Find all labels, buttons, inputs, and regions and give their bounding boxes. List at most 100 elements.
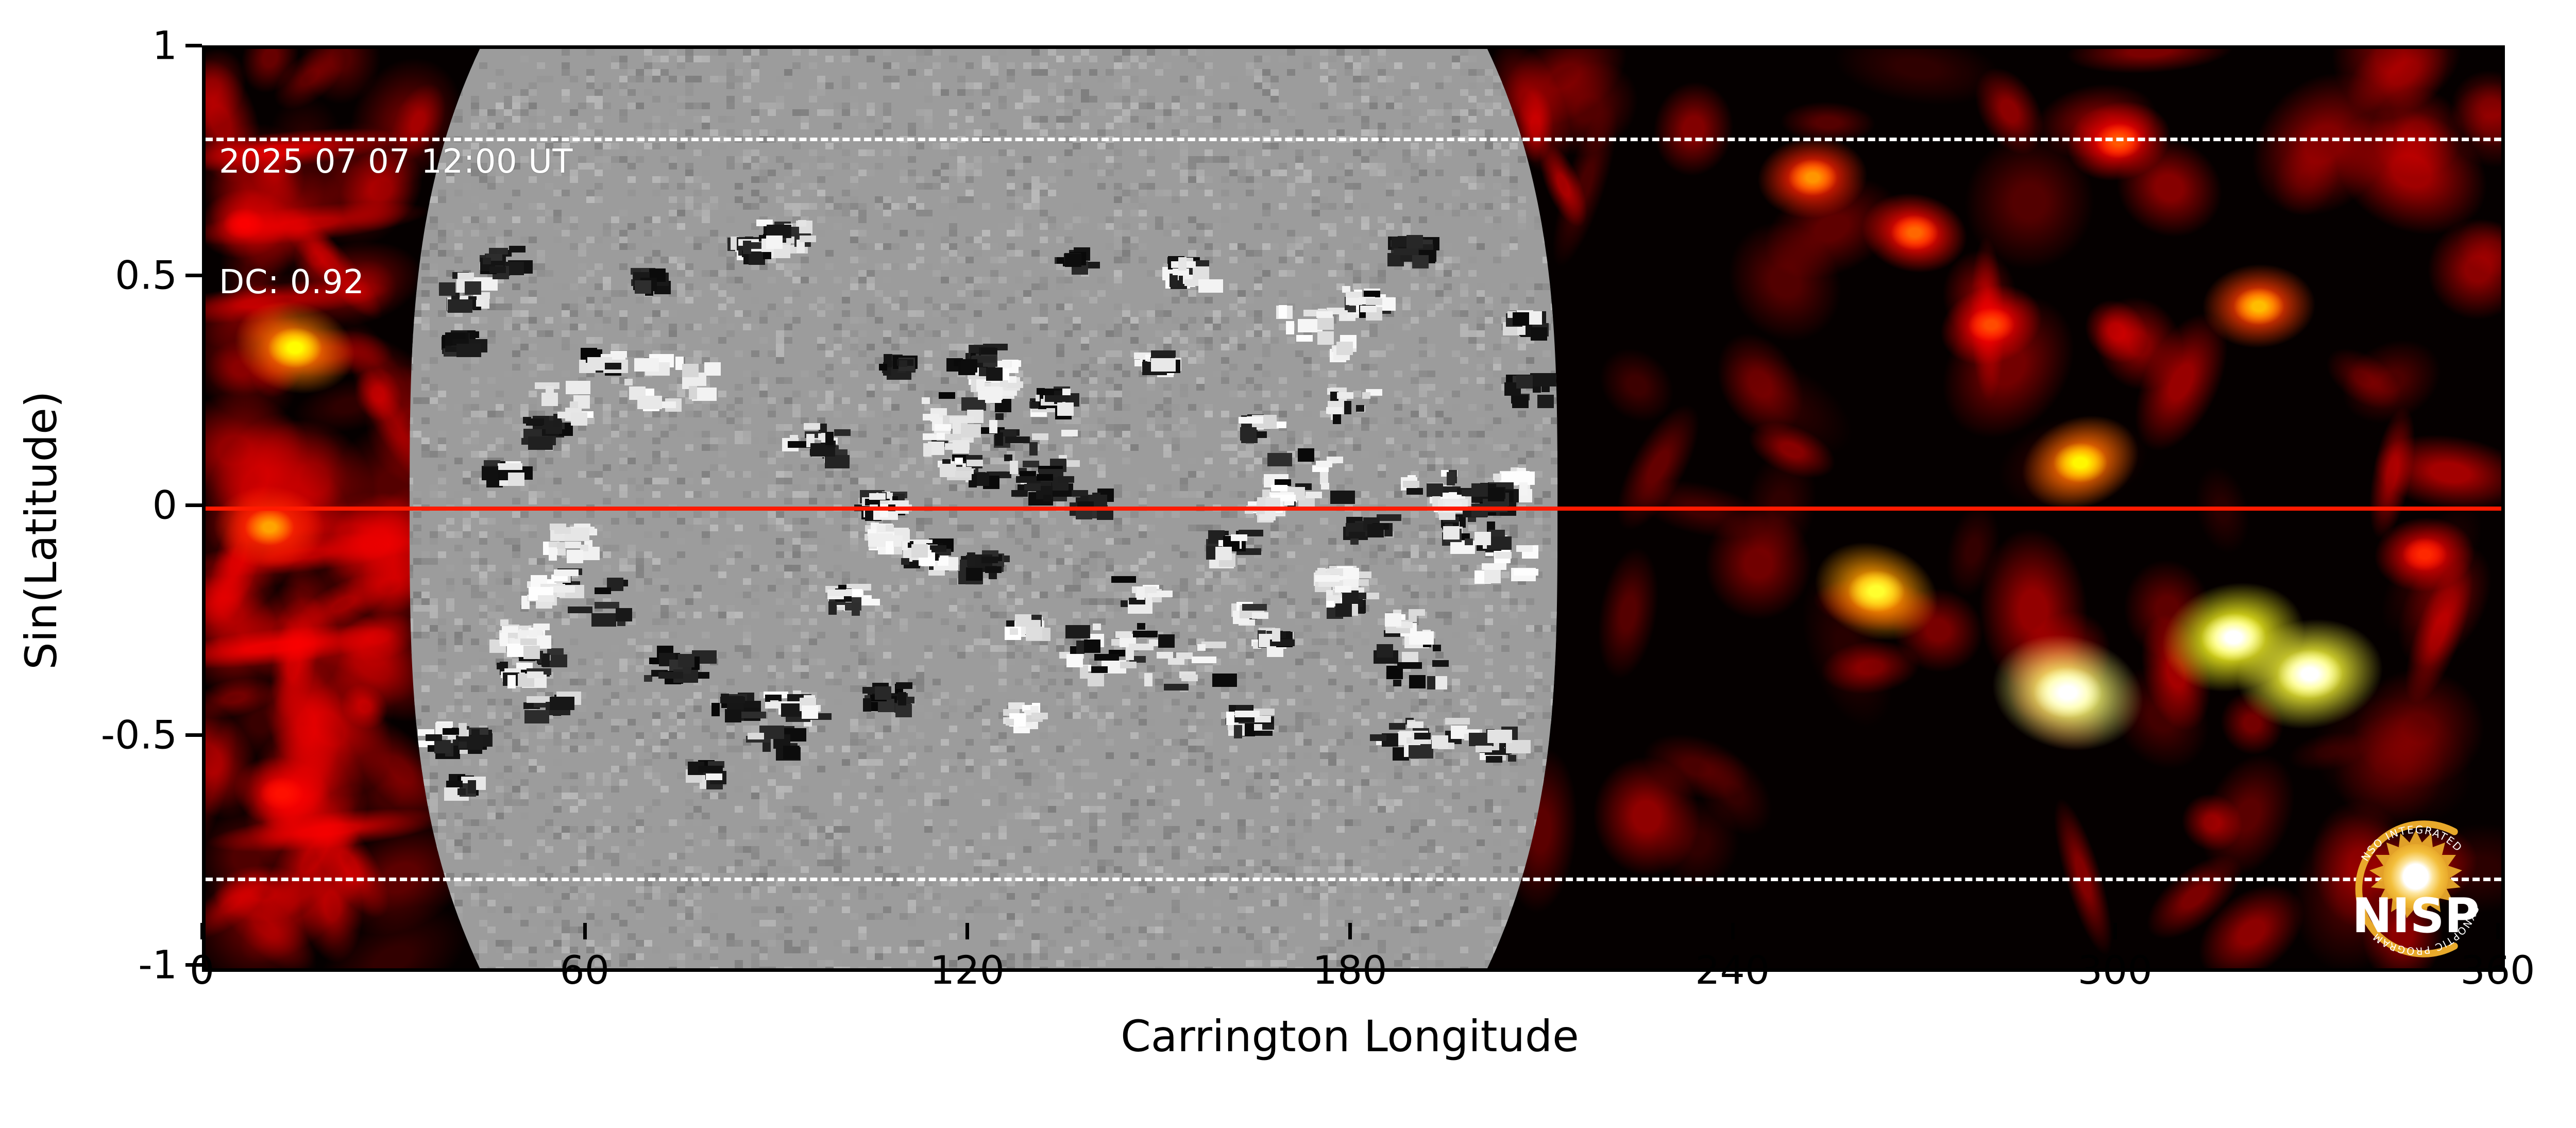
active-region-pixel	[1022, 460, 1039, 467]
active-region-pixel	[1336, 342, 1353, 356]
active-region-pixel	[1198, 279, 1223, 293]
active-region-pixel	[682, 376, 691, 390]
x-axis-tick	[200, 923, 204, 939]
active-region-pixel	[863, 698, 872, 712]
active-region-pixel	[1513, 568, 1538, 576]
y-axis-tick-label: -0.5	[101, 712, 177, 758]
active-region-pixel	[1314, 575, 1340, 582]
active-region-pixel	[1043, 495, 1052, 502]
active-region-pixel	[800, 235, 817, 242]
active-region-pixel	[1406, 487, 1423, 495]
active-region-pixel	[1432, 645, 1441, 652]
x-axis-tick-label: 120	[930, 947, 1005, 993]
y-axis-tick-label: -1	[138, 942, 177, 988]
annotation-block: 2025 07 07 12:00 UT DC: 0.92	[219, 61, 573, 383]
active-region-pixel	[834, 429, 851, 436]
active-region-pixel	[976, 377, 985, 391]
active-region-pixel	[1365, 298, 1382, 305]
active-region-pixel	[523, 645, 540, 659]
active-region-pixel	[1005, 436, 1030, 444]
active-region-pixel	[798, 220, 807, 227]
active-region-pixel	[1176, 652, 1193, 660]
active-region-pixel	[1031, 433, 1048, 441]
active-region-pixel	[985, 566, 1002, 573]
active-region-pixel	[1321, 482, 1330, 490]
active-region-pixel	[591, 613, 617, 627]
duty-cycle-label: DC: 0.92	[219, 262, 573, 302]
active-region-pixel	[1137, 586, 1145, 600]
active-region-pixel	[1091, 666, 1108, 673]
active-region-pixel	[1369, 734, 1386, 742]
active-region-pixel	[711, 703, 720, 717]
active-region-pixel	[659, 401, 676, 409]
active-region-pixel	[1083, 639, 1100, 653]
active-region-pixel	[1129, 643, 1154, 650]
active-region-pixel	[502, 626, 519, 633]
active-region-pixel	[1076, 640, 1085, 654]
active-region-pixel	[899, 360, 907, 367]
active-region-pixel	[981, 557, 998, 564]
active-region-pixel	[557, 549, 566, 556]
x-axis-tick	[2113, 923, 2117, 939]
active-region-pixel	[698, 766, 723, 772]
active-region-pixel	[879, 364, 888, 371]
active-region-pixel	[1347, 305, 1356, 312]
active-region-pixel	[1267, 453, 1292, 467]
active-region-pixel	[526, 696, 551, 703]
x-axis-label: Carrington Longitude	[202, 1011, 2498, 1062]
active-region-pixel	[766, 235, 783, 249]
active-region-pixel	[1062, 389, 1071, 396]
y-axis-tick	[185, 274, 202, 277]
active-region-pixel	[1169, 273, 1178, 287]
active-region-pixel	[1005, 718, 1014, 726]
x-axis-tick	[2496, 923, 2500, 939]
x-axis-tick-label: 60	[560, 947, 609, 993]
active-region-pixel	[980, 347, 997, 355]
active-region-pixel	[529, 631, 537, 638]
active-region-pixel	[704, 362, 721, 376]
active-region-pixel	[1482, 563, 1507, 570]
active-region-pixel	[538, 595, 555, 602]
active-region-pixel	[570, 412, 587, 426]
active-region-pixel	[1164, 684, 1189, 691]
active-region-pixel	[1409, 675, 1426, 689]
active-region-pixel	[1254, 724, 1263, 731]
x-axis-tick	[1731, 923, 1735, 939]
active-region-pixel	[434, 739, 451, 753]
active-region-pixel	[1495, 552, 1512, 559]
active-region-pixel	[1397, 662, 1422, 669]
active-region-pixel	[720, 694, 729, 701]
active-region-pixel	[989, 420, 998, 434]
active-region-pixel	[1026, 626, 1043, 640]
active-region-pixel	[1167, 658, 1184, 665]
active-region-pixel	[1471, 483, 1488, 497]
active-region-pixel	[1376, 514, 1401, 521]
y-axis-label: Sin(Latitude)	[16, 273, 66, 788]
active-region-pixel	[1278, 305, 1287, 319]
active-region-pixel	[1487, 730, 1512, 744]
active-region-pixel	[960, 359, 977, 373]
active-region-pixel	[634, 280, 651, 294]
active-region-pixel	[524, 710, 550, 723]
active-region-pixel	[1009, 461, 1018, 475]
active-region-pixel	[955, 470, 972, 478]
active-region-pixel	[1427, 483, 1444, 497]
active-region-pixel	[554, 569, 579, 577]
active-region-pixel	[595, 587, 612, 594]
active-region-pixel	[1487, 487, 1504, 501]
y-axis-tick	[185, 503, 202, 507]
active-region-pixel	[935, 424, 952, 431]
active-region-pixel	[1393, 248, 1418, 255]
active-region-pixel	[1336, 392, 1353, 399]
active-region-pixel	[533, 623, 550, 630]
dashed-latitude-line-south	[206, 878, 2501, 881]
active-region-pixel	[1235, 710, 1260, 717]
active-region-pixel	[1001, 369, 1009, 383]
y-axis-tick	[185, 44, 202, 47]
active-region-pixel	[911, 544, 928, 558]
active-region-pixel	[967, 552, 976, 566]
active-region-pixel	[741, 711, 767, 718]
active-region-pixel	[1093, 623, 1101, 630]
active-region-pixel	[459, 742, 467, 749]
